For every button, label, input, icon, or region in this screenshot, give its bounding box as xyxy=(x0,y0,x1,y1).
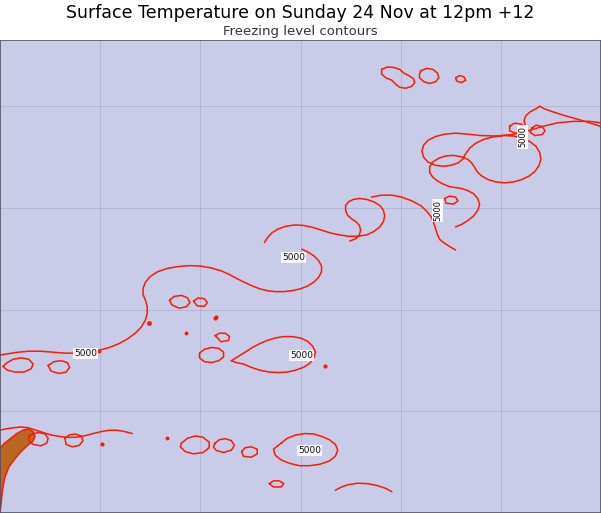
Text: 5000: 5000 xyxy=(519,127,527,147)
Text: 5000: 5000 xyxy=(74,349,97,358)
Text: Freezing level contours: Freezing level contours xyxy=(223,25,378,37)
Text: 5000: 5000 xyxy=(433,200,442,221)
Text: 5000: 5000 xyxy=(290,351,313,360)
Text: 5000: 5000 xyxy=(282,253,305,262)
Text: 5000: 5000 xyxy=(298,446,321,455)
Text: Surface Temperature on Sunday 24 Nov at 12pm +12: Surface Temperature on Sunday 24 Nov at … xyxy=(66,4,535,22)
Polygon shape xyxy=(0,429,35,513)
